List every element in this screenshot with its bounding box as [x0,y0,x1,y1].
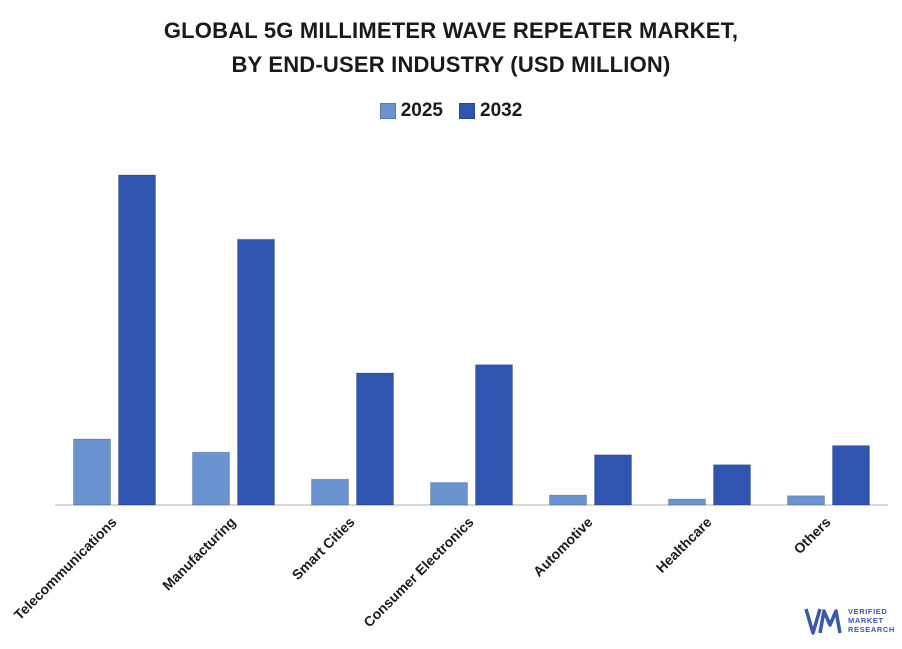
bar-2025-automotive[interactable] [549,494,587,506]
chart-legend: 2025 2032 [0,100,902,122]
chart-title-line-2: BY END-USER INDUSTRY (USD MILLION) [231,52,671,77]
bar-2032-manufacturing[interactable] [237,238,275,506]
bar-2032-healthcare[interactable] [713,464,751,506]
chart-title: GLOBAL 5G MILLIMETER WAVE REPEATER MARKE… [0,14,902,82]
bar-2025-consumer-electronics[interactable] [430,482,468,506]
logo-line-1: VERIFIED [848,607,888,616]
logo-line-2: MARKET [848,616,884,625]
bar-2025-others[interactable] [787,495,825,506]
vmr-logo-icon [804,608,842,635]
x-tick-label: Consumer Electronics [360,514,477,631]
legend-swatch-2025 [379,103,396,119]
bar-2025-smart-cities[interactable] [311,478,349,506]
bar-2025-manufacturing[interactable] [192,451,230,506]
x-tick-label: Automotive [530,514,596,580]
x-tick-label: Manufacturing [159,514,239,594]
legend-label-2025: 2025 [400,100,443,121]
bar-2025-telecommunications[interactable] [73,438,111,506]
bar-2025-healthcare[interactable] [668,498,706,506]
bar-2032-consumer-electronics[interactable] [475,364,513,506]
legend-label-2032: 2032 [480,100,523,121]
bar-2032-telecommunications[interactable] [118,174,156,506]
bar-2032-automotive[interactable] [594,454,632,506]
legend-item-2032[interactable]: 2032 [459,100,522,122]
x-tick-label: Smart Cities [289,514,358,583]
brand-logo: VERIFIED MARKET RESEARCH [804,603,894,639]
bar-2032-smart-cities[interactable] [356,372,394,506]
chart-title-line-1: GLOBAL 5G MILLIMETER WAVE REPEATER MARKE… [163,18,739,43]
logo-wordmark: VERIFIED MARKET RESEARCH [848,607,895,634]
x-tick-label: Telecommunications [11,514,120,623]
logo-line-3: RESEARCH [848,625,895,634]
bar-2032-others[interactable] [832,445,870,506]
legend-item-2025[interactable]: 2025 [379,100,443,122]
legend-swatch-2032 [459,103,475,119]
x-tick-label: Others [790,514,833,557]
x-tick-label: Healthcare [653,514,715,576]
